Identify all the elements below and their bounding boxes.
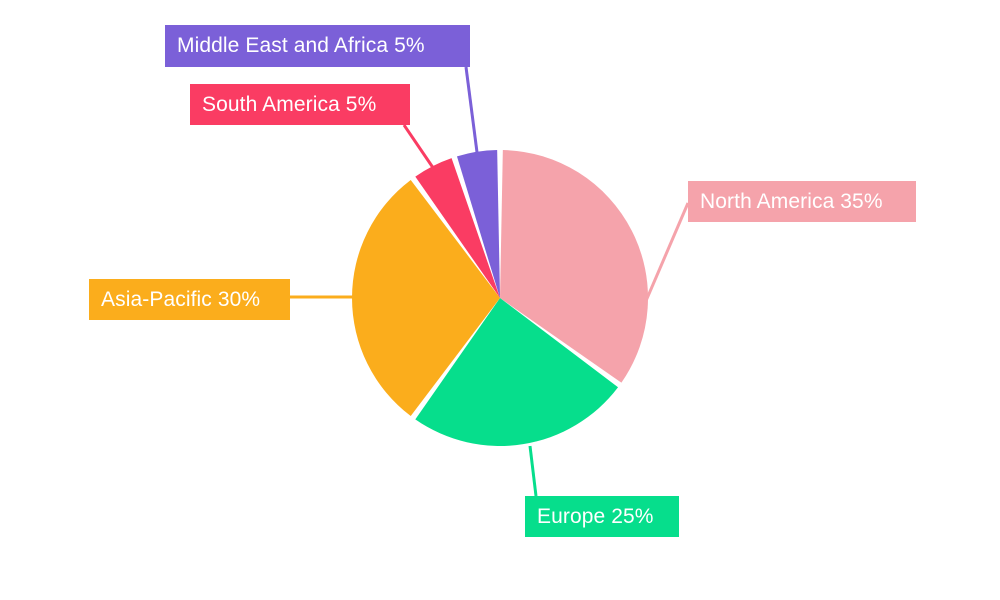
slice-label-south-america: South America 5% (190, 84, 410, 125)
pie-wedge-middle-east-and-africa (456, 150, 500, 298)
pie-wedges (352, 150, 648, 446)
slice-label-north-america: North America 35% (688, 181, 916, 222)
pie-wedge-south-america (415, 158, 500, 298)
slice-label-asia-pacific: Asia-Pacific 30% (89, 279, 290, 320)
pie-wedge-europe (415, 298, 619, 446)
leader-line-middle-east-and-africa (464, 66, 480, 161)
pie-wedge-asia-pacific (352, 179, 500, 417)
slice-label-europe: Europe 25% (525, 496, 679, 537)
leader-line-europe (528, 445, 538, 497)
pie-wedge-north-america (500, 150, 648, 383)
slice-label-middle-east-and-africa: Middle East and Africa 5% (165, 25, 470, 67)
